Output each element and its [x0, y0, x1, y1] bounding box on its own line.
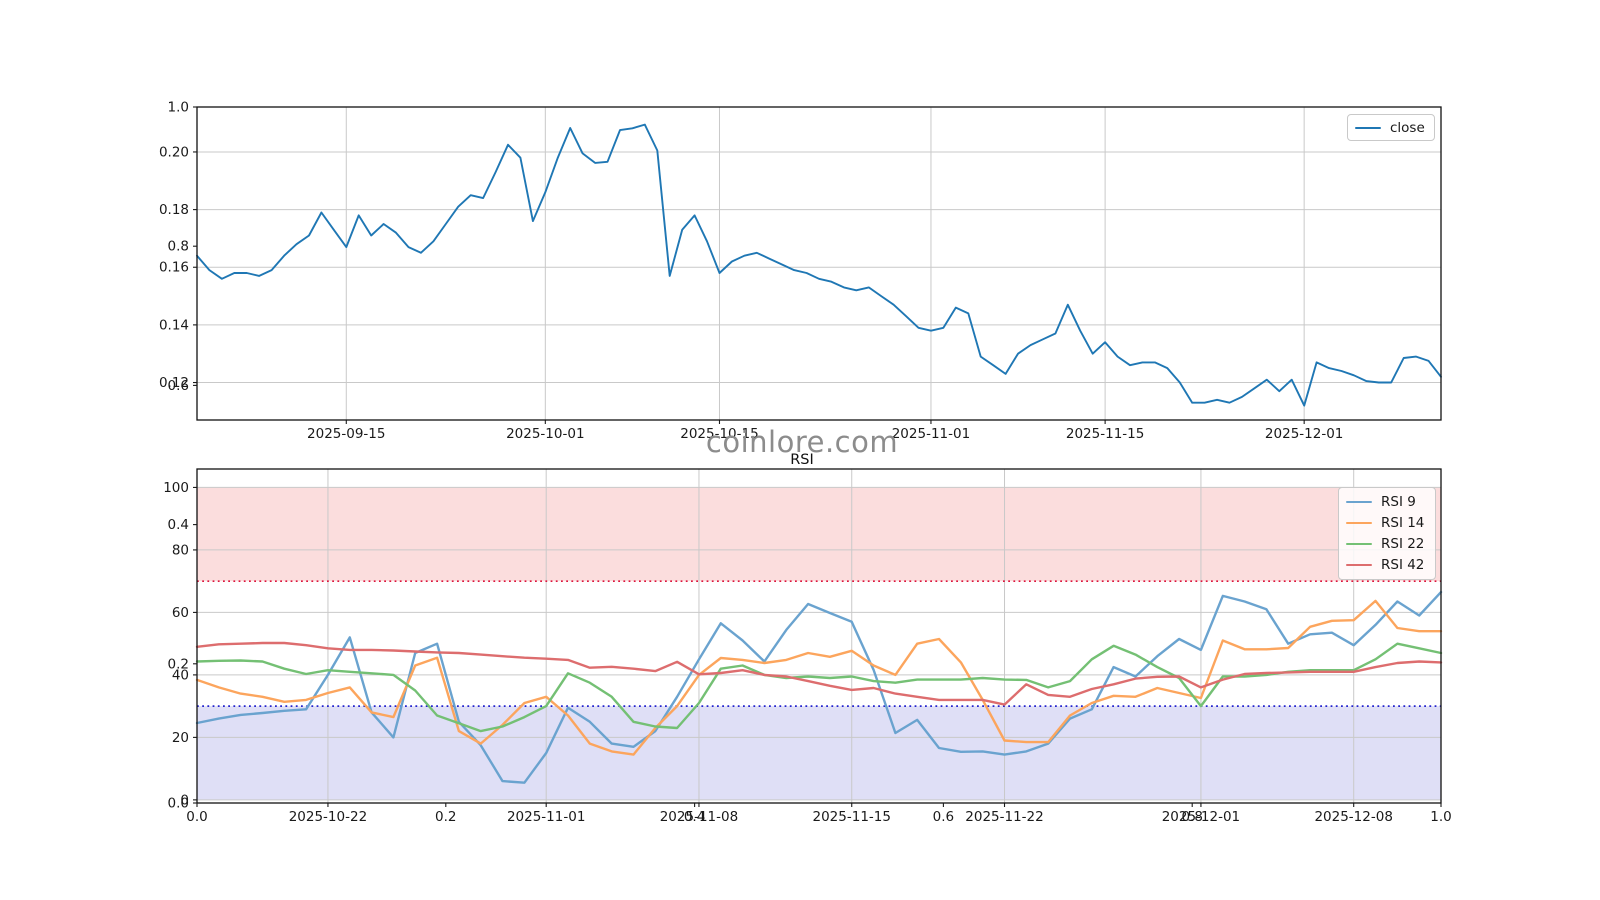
rsi-22-legend-label: RSI 22 [1381, 535, 1425, 552]
rsi-42-swatch [1346, 563, 1372, 566]
rsi-legend-row: RSI 22 [1346, 535, 1428, 552]
x-tick-label: 2025-11-15 [813, 809, 891, 825]
x-tick-label: 2025-11-22 [965, 809, 1043, 825]
y-tick-label: 0 [180, 792, 189, 808]
price-legend-label: close [1390, 119, 1425, 136]
price-legend: close [1347, 114, 1435, 141]
line-rsi-14 [195, 599, 1443, 756]
overlay-axis: 1.0 0.8 0.6 0.4 0.2 0.00.0 0.2 0.4 0.6 0.8 1.0 [168, 100, 1452, 826]
x-tick-label: 2025-11-01 [507, 809, 585, 825]
overlay-x-tick-label: 0.2 [435, 809, 456, 825]
overlay-x-tick-label: 0.6 [933, 809, 954, 825]
y-tick-label: 0.14 [159, 317, 189, 333]
y-tick-label: 100 [163, 480, 189, 496]
y-tick-label: 0.20 [159, 144, 189, 160]
rsi-legend-row: RSI 42 [1346, 556, 1428, 573]
plot-border [196, 468, 1442, 804]
x-tick-label: 2025-10-15 [680, 426, 758, 442]
rsi-panel-title: RSI [790, 452, 814, 468]
line-close [196, 123, 1442, 407]
overlay-y-tick-label: 0.2 [168, 656, 189, 672]
overlay-y-tick-label: 0.4 [168, 517, 189, 533]
line-rsi-42 [195, 641, 1443, 706]
x-tick-label: 2025-11-08 [660, 809, 738, 825]
overlay-y-tick-label: 0.6 [168, 378, 189, 394]
rsi-legend: RSI 9 RSI 14 RSI 22 RSI 42 [1338, 487, 1436, 580]
rsi-14-swatch [1346, 521, 1372, 524]
overlay-x-tick-label: 0.8 [1181, 809, 1202, 825]
overlay-x-tick-label: 1.0 [1430, 809, 1451, 825]
line-rsi-9 [195, 590, 1443, 784]
x-tick-label: 2025-12-01 [1162, 809, 1240, 825]
y-tick-label: 0.18 [159, 202, 189, 218]
x-tick-label: 2025-12-08 [1314, 809, 1392, 825]
overlay-x-tick-label: 0.4 [684, 809, 705, 825]
x-tick-label: 2025-11-15 [1066, 426, 1144, 442]
x-tick-label: 2025-12-01 [1265, 426, 1343, 442]
rsi-legend-row: RSI 14 [1346, 514, 1428, 531]
y-tick-label: 0.12 [159, 375, 189, 391]
close-line-swatch [1355, 126, 1381, 129]
plot-border [196, 106, 1442, 421]
x-tick-label: 2025-10-01 [506, 426, 584, 442]
y-tick-label: 0.16 [159, 260, 189, 276]
rsi-9-swatch [1346, 500, 1372, 503]
x-tick-label: 2025-09-15 [307, 426, 385, 442]
overbought-band [197, 487, 1441, 582]
overlay-y-tick-label: 1.0 [168, 100, 189, 116]
y-tick-label: 80 [172, 542, 189, 558]
overlay-y-tick-label: 0.8 [168, 239, 189, 255]
y-tick-label: 60 [172, 605, 189, 621]
price-plot: 2025-09-15 2025-10-01 2025-10-15 2025-11-01… [159, 106, 1442, 442]
rsi-legend-row: RSI 9 [1346, 493, 1428, 510]
x-tick-label: 2025-11-01 [892, 426, 970, 442]
rsi-22-swatch [1346, 542, 1372, 545]
watermark: coinlore.com [705, 425, 899, 459]
rsi-plot: 2025-10-22 2025-11-01 2025-11-08 2025-11-15… [163, 468, 1443, 825]
overlay-x-tick-label: 0.0 [186, 809, 207, 825]
rsi-42-legend-label: RSI 42 [1381, 556, 1425, 573]
y-tick-label: 40 [172, 667, 189, 683]
x-tick-label: 2025-10-22 [289, 809, 367, 825]
y-tick-label: 20 [172, 730, 189, 746]
rsi-9-legend-label: RSI 9 [1381, 493, 1416, 510]
oversold-band [197, 706, 1441, 800]
overlay-y-tick-label: 0.0 [168, 796, 189, 812]
rsi-14-legend-label: RSI 14 [1381, 514, 1425, 531]
